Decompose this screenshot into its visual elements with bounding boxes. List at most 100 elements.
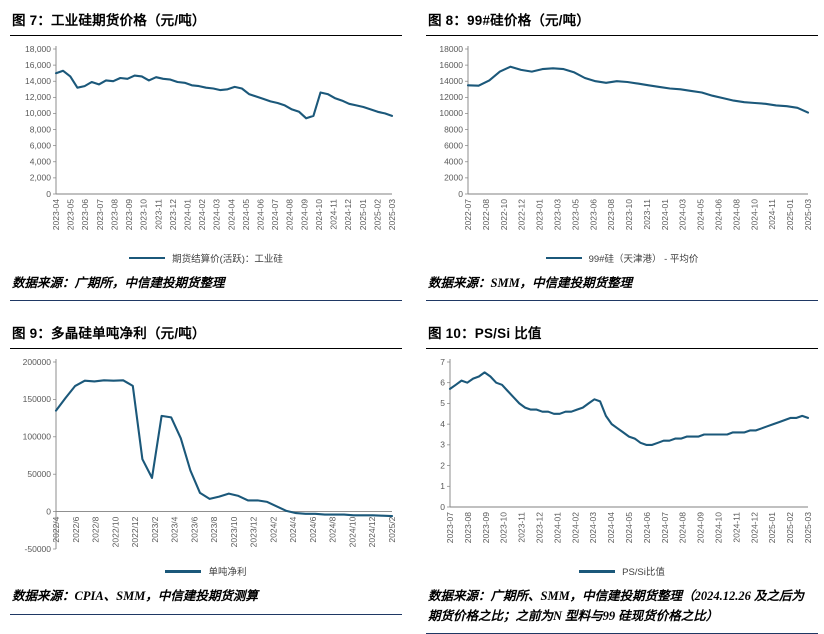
figure-9-legend-label: 单吨净利 (208, 567, 247, 579)
svg-text:2024-12: 2024-12 (749, 512, 759, 543)
svg-text:2025-03: 2025-03 (803, 199, 813, 230)
svg-text:0: 0 (440, 502, 445, 512)
svg-text:18,000: 18,000 (25, 44, 51, 54)
svg-text:2024-01: 2024-01 (660, 199, 670, 230)
svg-text:2024-11: 2024-11 (329, 199, 339, 230)
svg-text:2022/10: 2022/10 (110, 517, 120, 548)
svg-text:2025-02: 2025-02 (372, 199, 382, 230)
svg-text:2024-12: 2024-12 (343, 199, 353, 230)
svg-text:6: 6 (440, 378, 445, 388)
svg-text:2023-08: 2023-08 (463, 512, 473, 543)
figure-7-source-caption: 数据来源：广期所，中信建投期货整理 (10, 268, 402, 302)
svg-text:16,000: 16,000 (25, 60, 51, 70)
figure-7-legend: 期货结算价(活跃)：工业硅 (10, 250, 402, 266)
svg-text:-50000: -50000 (25, 544, 52, 554)
svg-text:2023-08: 2023-08 (109, 199, 119, 230)
svg-text:2024/12: 2024/12 (367, 517, 377, 548)
svg-text:2000: 2000 (444, 173, 463, 183)
svg-text:2024-03: 2024-03 (588, 512, 598, 543)
svg-text:150000: 150000 (23, 395, 52, 405)
svg-text:50000: 50000 (27, 469, 51, 479)
svg-text:2024-02: 2024-02 (570, 512, 580, 543)
figure-10-legend-line-swatch (579, 570, 616, 573)
figure-7-title: 图 7：工业硅期货价格（元/吨） (10, 4, 402, 36)
svg-text:2025-02: 2025-02 (785, 512, 795, 543)
svg-text:2023/10: 2023/10 (229, 517, 239, 548)
figure-8-legend-label: 99#硅（天津港） - 平均价 (588, 254, 699, 265)
svg-text:2: 2 (440, 461, 445, 471)
svg-text:2025-01: 2025-01 (767, 512, 777, 543)
figure-7-industrial-silicon-futures: 图 7：工业硅期货价格（元/吨） 0 2,000 4,000 6,000 8,000 10… (10, 4, 402, 302)
figure-10-ps-si-ratio: 图 10：PS/Si 比值 0 1 2 3 4 5 6 7 2023-07 2023-08 2023… (426, 317, 818, 634)
figure-8-99-silicon-price: 图 8：99#硅价格（元/吨） 0 2000 4000 6000 8000 10000 12… (426, 4, 818, 302)
svg-text:2024/2: 2024/2 (268, 517, 278, 543)
svg-text:2024-08: 2024-08 (678, 512, 688, 543)
svg-text:2023/12: 2023/12 (249, 517, 259, 548)
svg-text:2024-07: 2024-07 (660, 512, 670, 543)
svg-text:2024-04: 2024-04 (606, 512, 616, 543)
svg-text:0: 0 (46, 189, 51, 199)
figure-10-title: 图 10：PS/Si 比值 (426, 317, 818, 350)
svg-text:2023/6: 2023/6 (189, 517, 199, 543)
svg-text:2024-01: 2024-01 (182, 199, 192, 230)
svg-text:2024-05: 2024-05 (241, 199, 251, 230)
svg-text:2024-06: 2024-06 (714, 199, 724, 230)
svg-text:2024-07: 2024-07 (270, 199, 280, 230)
figure-10-legend: PS/Si比值 (426, 563, 818, 579)
svg-text:4,000: 4,000 (30, 157, 52, 167)
figure-10-legend-label: PS/Si比值 (622, 567, 665, 579)
svg-text:2025/2: 2025/2 (387, 517, 397, 543)
svg-text:2023-10: 2023-10 (139, 199, 149, 230)
svg-text:2023-09: 2023-09 (124, 199, 134, 230)
svg-text:2023-11: 2023-11 (153, 199, 163, 230)
svg-text:2024-10: 2024-10 (714, 512, 724, 543)
svg-text:2023-10: 2023-10 (624, 199, 634, 230)
svg-text:2024-10: 2024-10 (314, 199, 324, 230)
svg-text:2024-11: 2024-11 (767, 199, 777, 230)
svg-text:2024-03: 2024-03 (678, 199, 688, 230)
svg-text:2022/4: 2022/4 (51, 517, 61, 543)
svg-text:2022/6: 2022/6 (71, 517, 81, 543)
svg-text:12,000: 12,000 (25, 92, 51, 102)
svg-text:2025-01: 2025-01 (358, 199, 368, 230)
figure-8-line-chart: 0 2000 4000 6000 8000 10000 12000 14000 16000 180… (439, 44, 813, 230)
svg-text:2024/4: 2024/4 (288, 517, 298, 543)
figure-7-line-chart: 0 2,000 4,000 6,000 8,000 10,000 12,000 14,000 1… (25, 44, 397, 230)
figure-7-legend-line-swatch (129, 256, 166, 260)
svg-text:16000: 16000 (439, 60, 463, 70)
svg-text:2023-12: 2023-12 (535, 512, 545, 543)
svg-text:2025-03: 2025-03 (803, 512, 813, 543)
svg-text:2024-11: 2024-11 (731, 512, 741, 543)
svg-text:4: 4 (440, 419, 445, 429)
svg-text:7: 7 (440, 357, 445, 367)
figure-10-line-chart: 0 1 2 3 4 5 6 7 2023-07 2023-08 2023-09 2023-10 2023… (440, 357, 813, 543)
svg-text:14000: 14000 (439, 76, 463, 86)
svg-text:2023-04: 2023-04 (51, 199, 61, 230)
svg-text:2024/8: 2024/8 (328, 517, 338, 543)
svg-text:2023-06: 2023-06 (80, 199, 90, 230)
svg-text:0: 0 (458, 189, 463, 199)
figure-8-legend: 99#硅（天津港） - 平均价 (426, 250, 818, 266)
figure-9-legend: 单吨净利 (10, 563, 402, 579)
figure-8-title: 图 8：99#硅价格（元/吨） (426, 4, 818, 36)
figure-9-polysilicon-net-profit: 图 9：多晶硅单吨净利（元/吨） -50000 0 50000 100000 15000… (10, 317, 402, 634)
svg-text:2025-01: 2025-01 (785, 199, 795, 230)
svg-text:2023-07: 2023-07 (95, 199, 105, 230)
svg-text:2023-06: 2023-06 (588, 199, 598, 230)
svg-text:6,000: 6,000 (30, 140, 52, 150)
svg-text:100000: 100000 (23, 432, 52, 442)
svg-text:2022-12: 2022-12 (517, 199, 527, 230)
figure-8-source-caption: 数据来源：SMM，中信建投期货整理 (426, 268, 818, 302)
svg-text:10,000: 10,000 (25, 108, 51, 118)
svg-text:2024-04: 2024-04 (226, 199, 236, 230)
svg-text:18000: 18000 (439, 44, 463, 54)
svg-text:2024/6: 2024/6 (308, 517, 318, 543)
svg-text:2023/2: 2023/2 (150, 517, 160, 543)
svg-text:2024-10: 2024-10 (749, 199, 759, 230)
svg-text:2023-09: 2023-09 (481, 512, 491, 543)
svg-text:2024-05: 2024-05 (624, 512, 634, 543)
svg-text:2023-11: 2023-11 (517, 512, 527, 543)
svg-text:10000: 10000 (439, 108, 463, 118)
svg-text:2023-03: 2023-03 (552, 199, 562, 230)
svg-text:2024-08: 2024-08 (285, 199, 295, 230)
